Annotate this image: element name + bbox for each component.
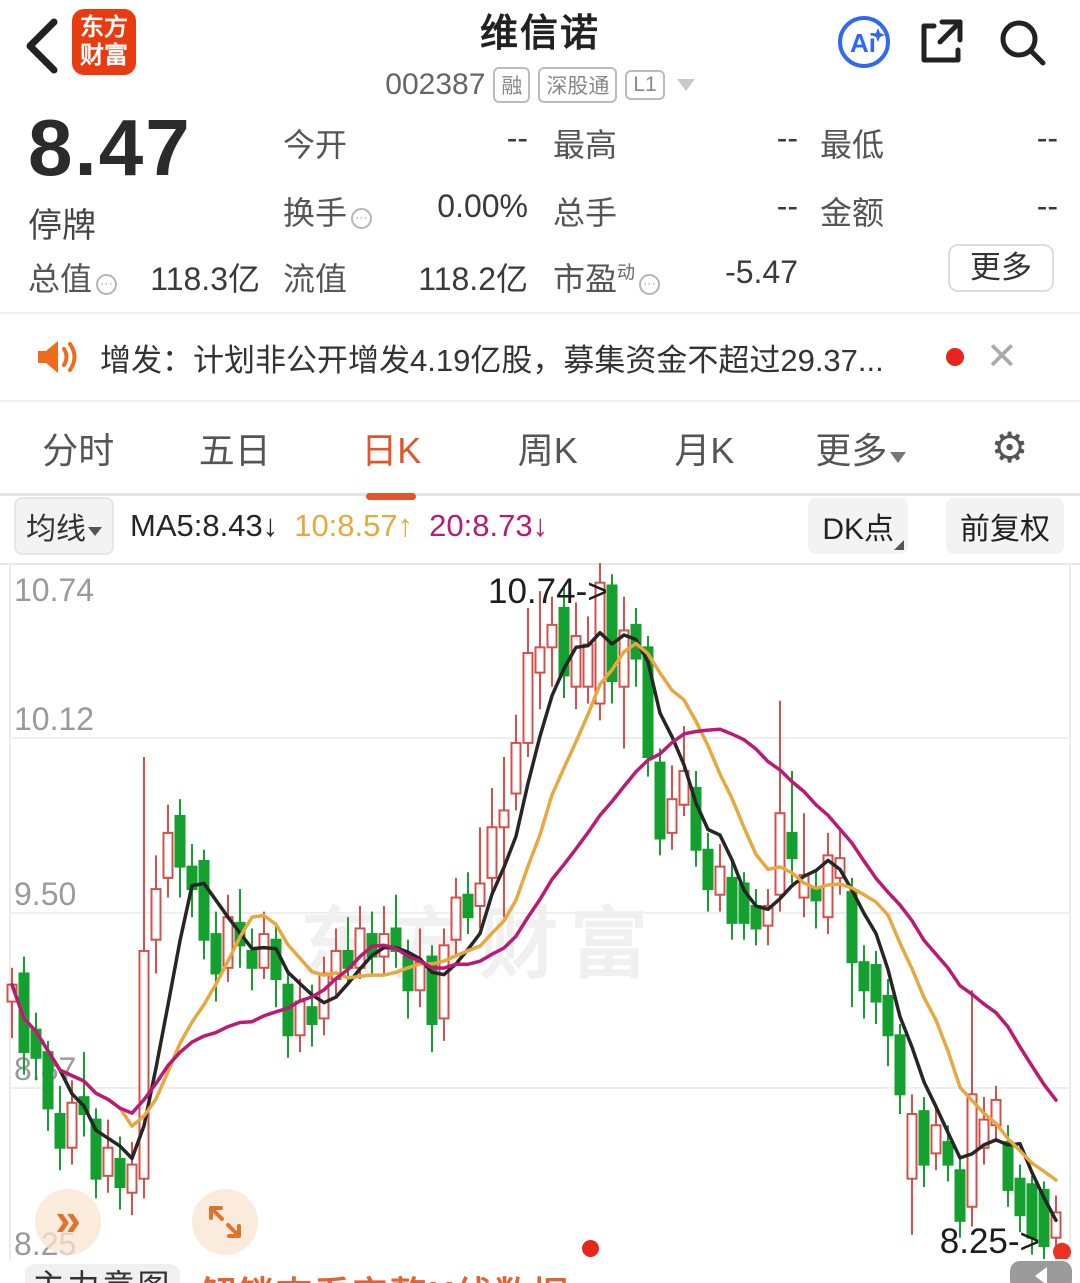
trading-status: 停牌 — [28, 207, 96, 245]
stat-low: 最低 -- — [820, 120, 1058, 166]
header: 东方 财富 维信诺 002387 融 深股通 L1 Ai — [0, 0, 1080, 103]
ma-legend-bar: 均线 MA5:8.43↓ 10:8.57↑ 20:8.73↓ DK点 前复权 — [0, 496, 1080, 556]
last-price: 8.47 — [28, 103, 192, 192]
badge-l1: L1 — [625, 70, 665, 100]
stat-low-label: 最低 — [820, 127, 885, 163]
unread-dot — [946, 348, 964, 366]
badge-margin: 融 — [493, 67, 531, 103]
more-stats-button[interactable]: 更多 — [948, 244, 1054, 292]
gear-icon[interactable]: ⚙ — [990, 423, 1029, 471]
stat-high: 最高 -- — [553, 120, 798, 166]
stat-volume-value: -- — [776, 188, 798, 224]
tab-monthly-k[interactable]: 月K — [674, 429, 735, 471]
stat-open: 今开 -- — [283, 120, 528, 166]
tab-minute[interactable]: 分时 — [42, 429, 115, 471]
fast-back-button[interactable]: » — [35, 1189, 101, 1255]
stat-turnover: 换手 ⋯ 0.00% — [283, 188, 528, 234]
info-icon[interactable]: ⋯ — [639, 274, 661, 295]
ma5-legend: MA5:8.43↓ — [130, 508, 279, 543]
ai-assistant-icon[interactable]: Ai — [836, 14, 892, 70]
kline-chart[interactable]: 东方财富10.7410.129.508.878.2510.74->8.25-> … — [0, 563, 1080, 1283]
ticker-text[interactable]: 增发：计划非公开增发4.19亿股，募集资金不超过29.37... — [100, 342, 884, 378]
info-icon[interactable]: ⋯ — [96, 274, 118, 295]
ma20-legend: 20:8.73↓ — [429, 508, 549, 543]
stat-volume-label: 总手 — [553, 195, 618, 231]
expand-icon — [209, 1206, 241, 1238]
stat-mcap-value: 118.3亿 — [150, 261, 260, 297]
search-icon[interactable] — [994, 14, 1050, 70]
stat-mcap: 总值 ⋯ 118.3亿 — [28, 254, 260, 300]
badge-sz-connect: 深股通 — [538, 67, 618, 103]
forward-adjust-button[interactable]: 前复权 — [946, 498, 1064, 554]
chevron-left-icon — [1035, 1267, 1047, 1283]
bottom-promo-bar: 主力意图 解锁查看完整K线数据 — [0, 1259, 1080, 1283]
stat-volume: 总手 -- — [553, 188, 798, 234]
stat-open-value: -- — [506, 120, 528, 156]
stat-float: 流值 118.2亿 — [283, 254, 528, 300]
stat-amount-label: 金额 — [820, 195, 885, 231]
page-indicator-dot — [582, 1240, 599, 1257]
stat-mcap-label[interactable]: 总值 ⋯ — [28, 254, 118, 300]
logo-line1: 东方 — [80, 14, 128, 41]
svg-text:10.12: 10.12 — [14, 701, 94, 737]
stat-low-value: -- — [1036, 120, 1058, 156]
fullscreen-button[interactable] — [192, 1189, 258, 1255]
chevron-down-icon[interactable] — [676, 79, 695, 91]
svg-text:10.74: 10.74 — [14, 572, 94, 608]
corner-mark — [894, 540, 904, 550]
logo-line2: 财富 — [80, 42, 128, 69]
info-icon[interactable]: ⋯ — [351, 208, 373, 229]
tab-daily-k[interactable]: 日K — [313, 422, 470, 500]
stat-turnover-value: 0.00% — [437, 188, 528, 224]
stat-turnover-label[interactable]: 换手 ⋯ — [283, 188, 373, 234]
stat-amount-value: -- — [1036, 188, 1058, 224]
page-title: 维信诺 — [479, 13, 600, 55]
chevron-down-icon — [890, 451, 907, 463]
code-row[interactable]: 002387 融 深股通 L1 — [0, 67, 1080, 103]
collapse-handle[interactable] — [1010, 1261, 1072, 1283]
svg-text:10.74->: 10.74-> — [488, 572, 608, 611]
quote-panel: 8.47 停牌 今开 -- 最高 -- 最低 -- 换手 ⋯ 0.00% 总手 -… — [0, 96, 1080, 312]
news-ticker[interactable]: 增发：计划非公开增发4.19亿股，募集资金不超过29.37... ✕ — [0, 312, 1080, 402]
stat-float-label: 流值 — [283, 261, 348, 297]
stock-code: 002387 — [385, 68, 486, 101]
svg-text:9.50: 9.50 — [14, 876, 76, 912]
close-icon[interactable]: ✕ — [986, 336, 1018, 378]
ma-settings-button[interactable]: 均线 — [14, 497, 114, 555]
stat-pe: 市盈动⋯ -5.47 — [553, 254, 798, 300]
speaker-icon — [38, 341, 77, 373]
svg-text:Ai: Ai — [850, 28, 876, 58]
tab-weekly-k[interactable]: 周K — [517, 429, 578, 471]
title-block: 维信诺 002387 融 深股通 L1 — [0, 2, 1080, 103]
tab-more[interactable]: 更多 — [783, 422, 940, 474]
stat-high-value: -- — [776, 120, 798, 156]
stat-high-label: 最高 — [553, 127, 618, 163]
stat-open-label: 今开 — [283, 127, 348, 163]
stat-pe-label[interactable]: 市盈动⋯ — [553, 254, 661, 300]
chevron-down-icon — [88, 527, 102, 536]
ma10-legend: 10:8.57↑ — [294, 508, 414, 543]
stat-amount: 金额 -- — [820, 188, 1058, 234]
back-icon[interactable] — [22, 18, 62, 74]
app-logo: 东方 财富 — [72, 9, 136, 75]
tab-5day[interactable]: 五日 — [198, 429, 271, 471]
promo-tag-button[interactable]: 主力意图 — [25, 1264, 180, 1283]
stat-pe-value: -5.47 — [725, 254, 798, 290]
share-icon[interactable] — [912, 14, 968, 70]
promo-unlock-link[interactable]: 解锁查看完整K线数据 — [200, 1266, 570, 1283]
dk-points-button[interactable]: DK点 — [808, 498, 908, 554]
period-tabs: 分时 五日 日K 周K 月K 更多 ⚙ — [0, 402, 1080, 500]
svg-text:8.25->: 8.25-> — [940, 1222, 1040, 1261]
stat-float-value: 118.2亿 — [418, 261, 528, 297]
